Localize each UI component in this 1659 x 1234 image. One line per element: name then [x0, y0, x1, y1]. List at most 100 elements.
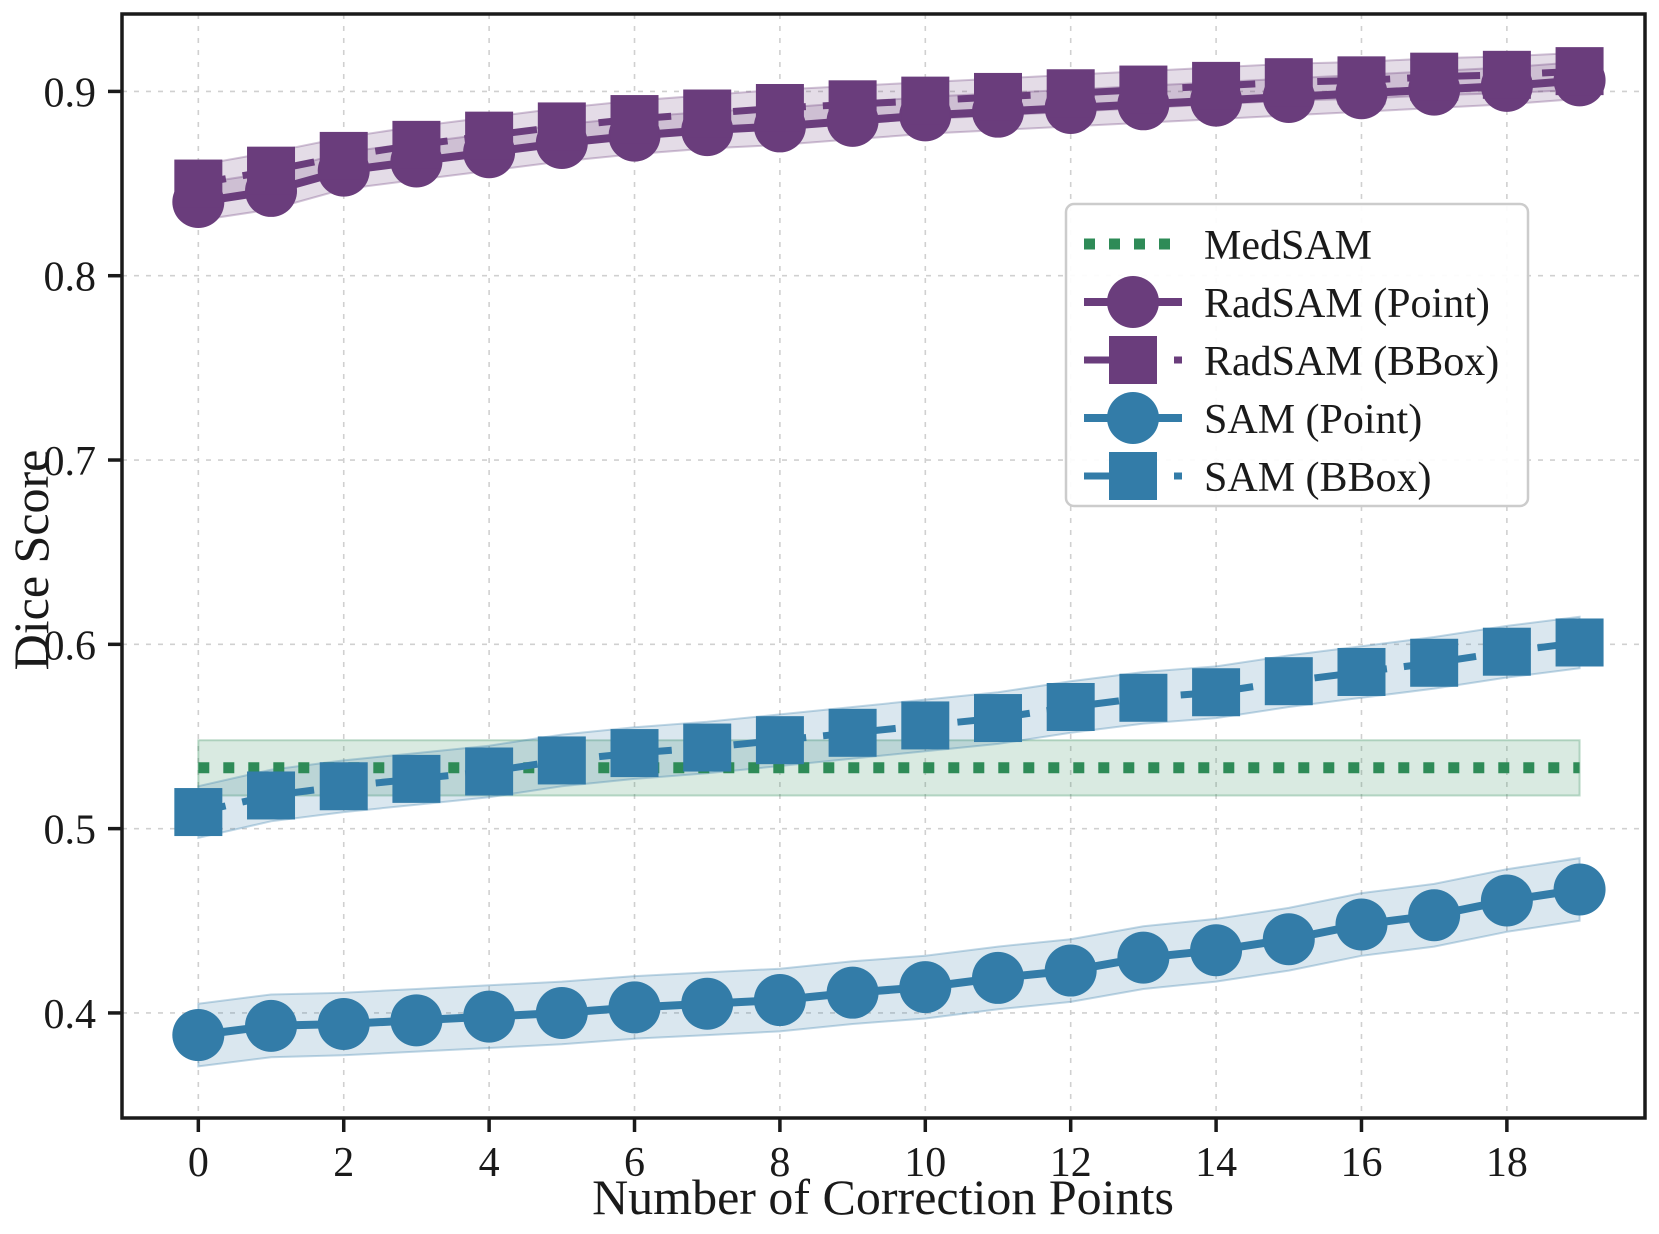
legend-label: MedSAM: [1204, 223, 1372, 269]
y-tick-label: 0.9: [44, 70, 97, 116]
square-marker: [319, 131, 368, 180]
square-marker: [1410, 52, 1459, 101]
square-marker: [1192, 61, 1241, 110]
series-layer: [172, 47, 1606, 1068]
x-tick-label: 12: [1050, 1140, 1092, 1186]
legend-item-medsam: MedSAM: [1084, 223, 1372, 269]
square-marker: [683, 89, 732, 138]
x-tick-label: 10: [904, 1140, 946, 1186]
legend-circle-marker: [1107, 276, 1159, 328]
circle-marker: [1335, 898, 1388, 951]
square-marker: [1264, 657, 1313, 706]
legend-label: RadSAM (Point): [1204, 281, 1490, 327]
series-sam-bbox: [174, 618, 1604, 837]
circle-marker: [1408, 889, 1461, 942]
y-tick-label: 0.7: [44, 439, 97, 485]
legend: MedSAM RadSAM (Point) RadSAM (BBox) SAM (Po…: [1064, 202, 1530, 508]
square-marker: [319, 762, 368, 811]
series-radsam-bbox: [174, 47, 1604, 208]
circle-marker: [681, 977, 734, 1030]
square-marker: [610, 729, 659, 778]
square-marker: [1046, 69, 1095, 118]
x-tick-label: 4: [479, 1140, 500, 1186]
square-marker: [1555, 47, 1604, 96]
square-marker: [537, 736, 586, 785]
circle-marker: [971, 951, 1024, 1004]
square-marker: [610, 95, 659, 144]
square-marker: [1192, 668, 1241, 717]
square-marker: [247, 146, 296, 195]
y-tick-label: 0.6: [44, 623, 97, 669]
legend-box: [1064, 202, 1530, 508]
square-marker: [755, 716, 804, 765]
square-marker: [174, 788, 223, 837]
circle-marker: [826, 966, 879, 1019]
y-axis-label: Dice Score: [3, 450, 59, 671]
y-tick-label: 0.8: [44, 255, 97, 301]
square-marker: [1482, 50, 1531, 99]
axes: [108, 12, 1647, 1132]
circle-marker: [899, 961, 952, 1014]
x-tick-label: 8: [769, 1140, 790, 1186]
legend-label: RadSAM (BBox): [1204, 339, 1499, 385]
square-marker: [1410, 638, 1459, 687]
legend-item-radsam-point: RadSAM (Point): [1084, 276, 1490, 328]
legend-item-sam-point: SAM (Point): [1084, 392, 1422, 444]
y-tick-label: 0.4: [44, 992, 97, 1038]
circle-marker: [463, 990, 516, 1043]
square-marker: [828, 80, 877, 129]
circle-marker: [390, 994, 443, 1047]
square-marker: [1046, 682, 1095, 731]
y-tick-label: 0.5: [44, 808, 97, 854]
square-marker: [828, 708, 877, 757]
square-marker: [1482, 627, 1531, 676]
square-marker: [973, 72, 1022, 121]
square-marker: [1264, 58, 1313, 107]
circle-marker: [1190, 924, 1243, 977]
square-marker: [465, 747, 514, 796]
circle-marker: [172, 1009, 225, 1062]
x-tick-label: 6: [624, 1140, 645, 1186]
plot-border: [120, 12, 1647, 1120]
circle-marker: [1117, 931, 1170, 984]
square-marker: [901, 76, 950, 125]
series-sam-point: [172, 863, 1606, 1062]
legend-item-sam-bbox: SAM (BBox): [1084, 452, 1432, 501]
circle-marker: [1480, 874, 1533, 927]
square-marker: [755, 83, 804, 132]
square-marker: [683, 723, 732, 772]
circle-marker: [535, 986, 588, 1039]
square-marker: [465, 111, 514, 160]
circle-marker: [1044, 944, 1097, 997]
legend-label: SAM (BBox): [1204, 455, 1432, 501]
circle-marker: [753, 974, 806, 1027]
square-marker: [247, 771, 296, 820]
square-marker: [1337, 647, 1386, 696]
legend-item-radsam-bbox: RadSAM (BBox): [1084, 336, 1499, 385]
square-marker: [1555, 618, 1604, 667]
circle-marker: [1553, 863, 1606, 916]
x-axis-label: Number of Correction Points: [592, 1169, 1174, 1225]
square-marker: [901, 701, 950, 750]
square-marker: [392, 120, 441, 169]
legend-square-marker: [1109, 452, 1157, 500]
x-tick-label: 2: [333, 1140, 354, 1186]
gridlines: [122, 14, 1645, 1118]
circle-marker: [608, 981, 661, 1034]
circle-marker: [1262, 913, 1315, 966]
legend-label: SAM (Point): [1204, 397, 1422, 443]
legend-square-marker: [1109, 336, 1157, 384]
tick-labels: 0 2 4 6 8 10 12 14 16 18 0.4 0.5 0.6 0.7 0.8 0.9: [44, 70, 1528, 1186]
x-tick-label: 0: [188, 1140, 209, 1186]
x-tick-label: 16: [1340, 1140, 1382, 1186]
square-marker: [174, 159, 223, 208]
circle-marker: [245, 999, 298, 1052]
x-tick-label: 18: [1486, 1140, 1528, 1186]
x-tick-label: 14: [1195, 1140, 1237, 1186]
square-marker: [392, 754, 441, 803]
square-marker: [1119, 65, 1168, 114]
square-marker: [1337, 56, 1386, 105]
legend-circle-marker: [1107, 392, 1159, 444]
